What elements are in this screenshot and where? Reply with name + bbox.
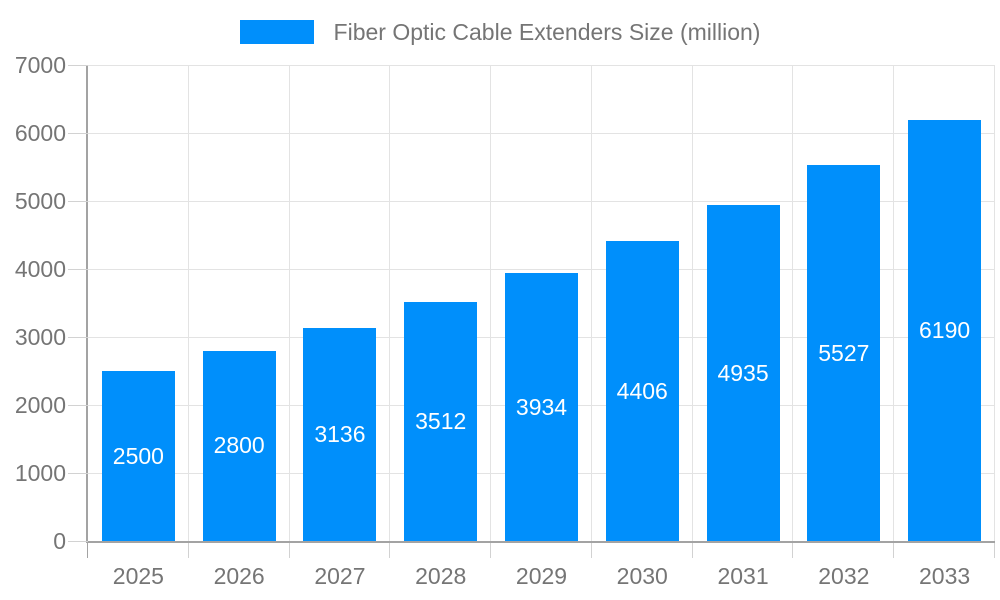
bar-value-label: 2800 <box>213 432 265 459</box>
bar-2032[interactable]: 5527 <box>807 165 881 541</box>
y-tick-mark <box>68 133 88 134</box>
bar-2029[interactable]: 3934 <box>505 273 578 541</box>
v-gridline <box>389 65 391 541</box>
bar-2028[interactable]: 3512 <box>404 302 478 541</box>
x-tick-mark <box>994 543 995 558</box>
y-tick-label: 3000 <box>14 324 66 350</box>
x-tick-mark <box>288 543 290 558</box>
x-tick-mark <box>187 543 189 558</box>
x-tick-label: 2027 <box>314 563 366 589</box>
v-gridline <box>994 65 995 541</box>
bar-2030[interactable]: 4406 <box>605 241 679 541</box>
bar-value-label: 3512 <box>415 408 467 435</box>
x-tick-mark <box>590 543 592 558</box>
v-gridline <box>288 65 290 541</box>
v-gridline <box>792 65 794 541</box>
v-gridline <box>590 65 592 541</box>
x-tick-label: 2031 <box>717 563 769 589</box>
bar-value-label: 2500 <box>112 442 164 469</box>
h-gridline <box>88 269 995 270</box>
bar-2031[interactable]: 4935 <box>706 205 780 541</box>
bar-value-label: 5527 <box>818 339 870 366</box>
bar-2033[interactable]: 6190 <box>908 120 982 541</box>
y-tick-mark <box>68 541 88 542</box>
y-tick-label: 1000 <box>14 460 66 486</box>
bar-value-label: 4406 <box>616 377 668 404</box>
x-tick-mark <box>87 543 88 558</box>
legend-swatch <box>239 20 314 44</box>
y-tick-label: 6000 <box>14 120 66 146</box>
plot-area: 2500 2800 3136 3512 3934 4406 4935 5527 6190 <box>86 65 995 543</box>
v-gridline <box>187 65 189 541</box>
x-tick-mark <box>490 543 492 558</box>
y-tick-label: 7000 <box>14 52 66 78</box>
y-tick-mark <box>68 337 88 338</box>
x-tick-mark <box>691 543 693 558</box>
h-gridline <box>88 133 995 134</box>
bar-value-label: 3934 <box>515 393 568 420</box>
h-gridline <box>88 65 995 66</box>
x-tick-label: 2033 <box>919 563 971 589</box>
y-tick-mark <box>68 405 88 406</box>
x-tick-mark <box>893 543 895 558</box>
bar-2025[interactable]: 2500 <box>101 371 175 541</box>
h-gridline <box>88 201 995 202</box>
v-gridline <box>691 65 693 541</box>
x-tick-label: 2030 <box>616 563 668 589</box>
y-tick-label: 4000 <box>14 256 66 282</box>
y-tick-mark <box>68 269 88 270</box>
x-tick-mark <box>389 543 391 558</box>
y-tick-mark <box>68 65 88 66</box>
x-tick-label: 2025 <box>112 563 164 589</box>
x-tick-label: 2032 <box>818 563 870 589</box>
legend-label: Fiber Optic Cable Extenders Size (millio… <box>333 19 761 45</box>
y-tick-label: 5000 <box>14 188 66 214</box>
bar-value-label: 3136 <box>314 420 366 447</box>
v-gridline <box>893 65 895 541</box>
y-tick-mark <box>68 201 88 202</box>
bar-value-label: 6190 <box>919 317 971 344</box>
y-tick-mark <box>68 473 88 474</box>
x-tick-label: 2026 <box>213 563 265 589</box>
y-tick-label: 2000 <box>14 392 66 418</box>
v-gridline <box>490 65 492 541</box>
x-tick-label: 2029 <box>515 563 568 589</box>
bar-2027[interactable]: 3136 <box>303 327 377 541</box>
x-tick-label: 2028 <box>415 563 467 589</box>
y-tick-label: 0 <box>53 528 66 554</box>
legend-item[interactable]: Fiber Optic Cable Extenders Size (millio… <box>0 18 1000 46</box>
bar-value-label: 4935 <box>717 359 769 386</box>
x-tick-mark <box>792 543 794 558</box>
bar-2026[interactable]: 2800 <box>202 350 276 541</box>
